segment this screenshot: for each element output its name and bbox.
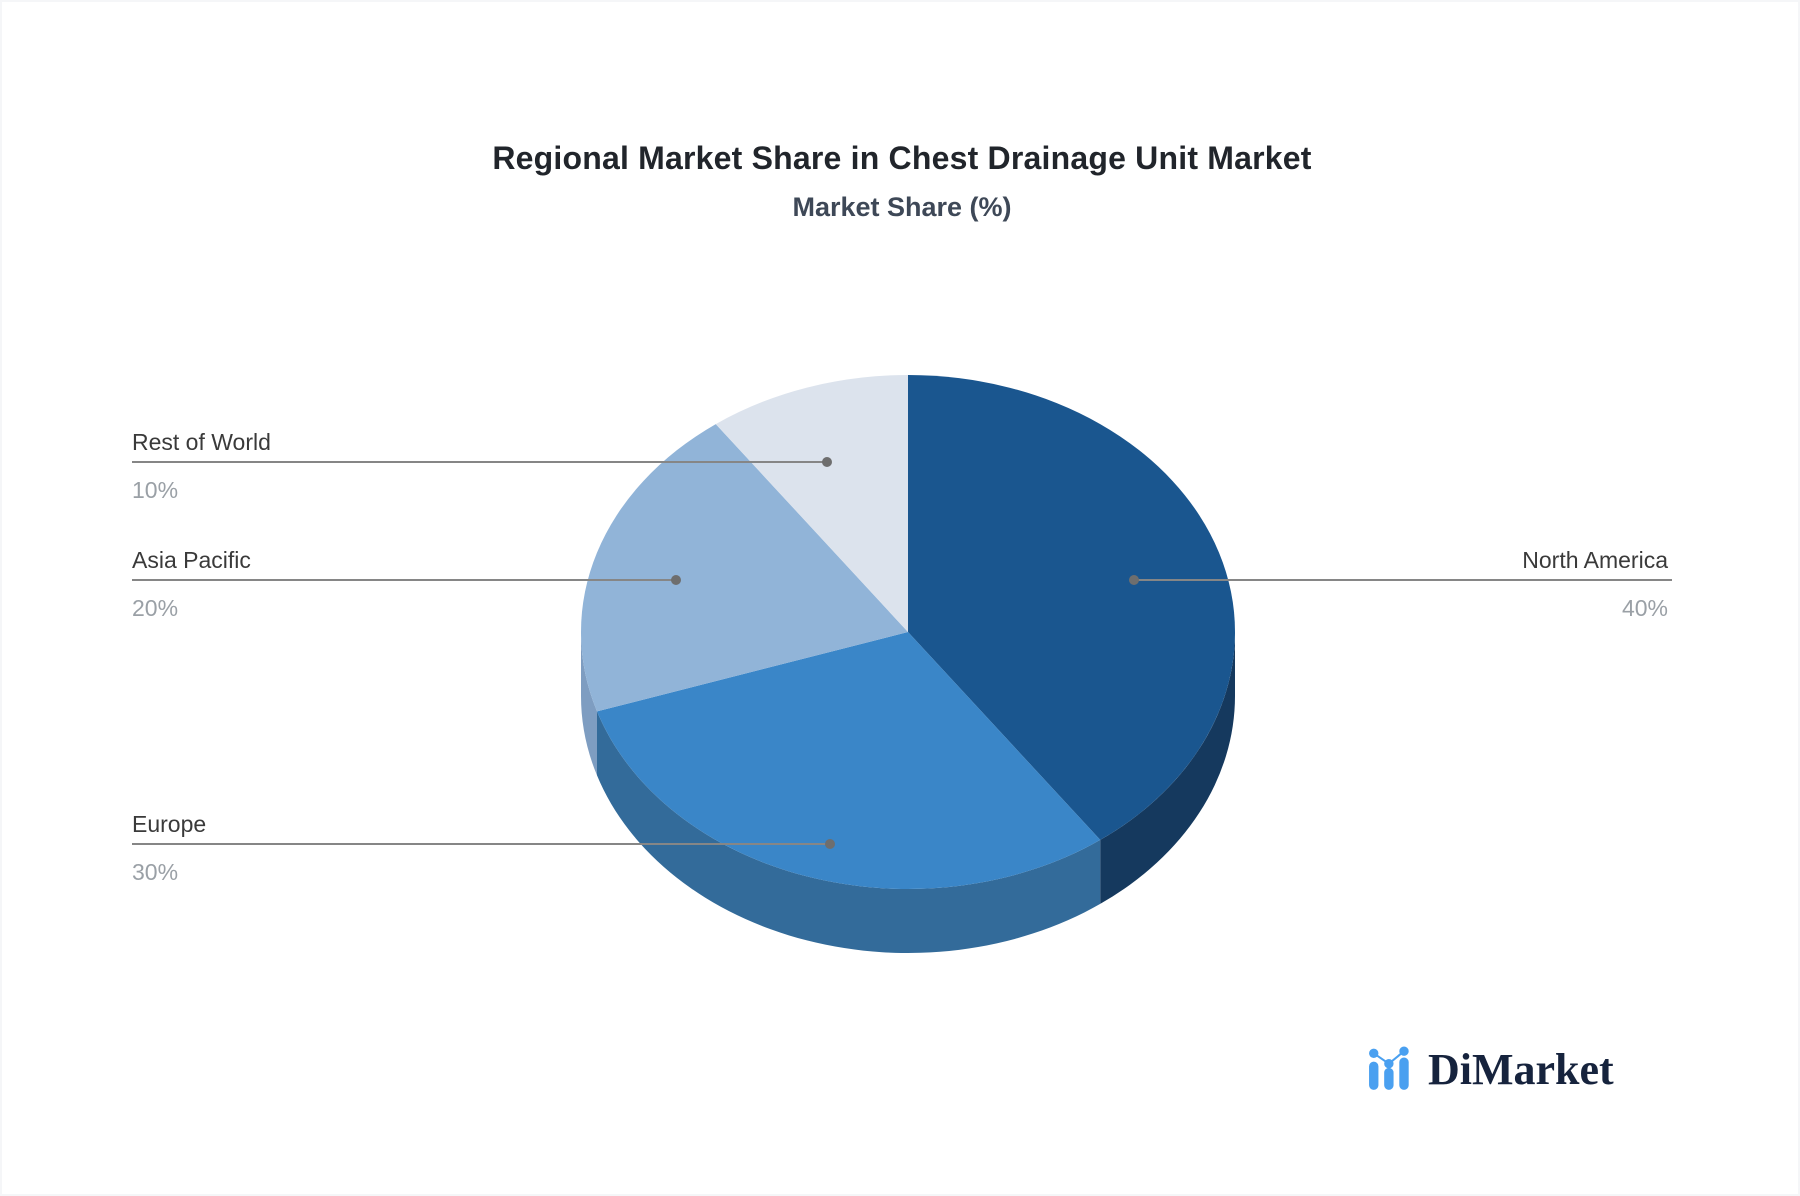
pie-slice-europe [597,632,1101,890]
callout-value-asia-pacific: 20% [132,595,179,621]
callout-label-asia-pacific: Asia Pacific [132,547,251,573]
leader-dot-asia-pacific [671,575,681,585]
pie-slice-side-europe [597,711,1101,953]
logo-dot [1384,1059,1394,1069]
chart-subtitle: Market Share (%) [792,192,1012,222]
pie-slice-side-north-america [1100,632,1235,904]
pie-slice-north-america [908,375,1236,840]
callout-value-europe: 30% [132,859,179,885]
pie-slice-rest-of-world [715,375,908,632]
pie-slice-asia-pacific [581,424,908,712]
callout-label-rest-of-world: Rest of World [132,429,271,455]
logo-text: DiMarket [1428,1045,1614,1094]
leader-dot-rest-of-world [822,457,832,467]
logo-dot [1369,1048,1379,1058]
dimarket-logo: DiMarket [1368,1044,1614,1096]
logo-dot [1399,1046,1409,1056]
logo-bar [1399,1057,1409,1090]
pie-slice-side-asia-pacific [581,632,598,776]
callout-value-north-america: 40% [1621,595,1668,621]
leader-dot-north-america [1129,575,1139,585]
callout-value-rest-of-world: 10% [132,477,179,503]
callout-label-europe: Europe [132,811,207,837]
leader-dot-europe [825,839,835,849]
callout-label-north-america: North America [1522,547,1668,573]
bar-line-chart-icon [1369,1046,1409,1090]
logo-bar [1369,1061,1379,1090]
chart-title: Regional Market Share in Chest Drainage … [492,140,1312,176]
logo-bar [1384,1067,1394,1090]
